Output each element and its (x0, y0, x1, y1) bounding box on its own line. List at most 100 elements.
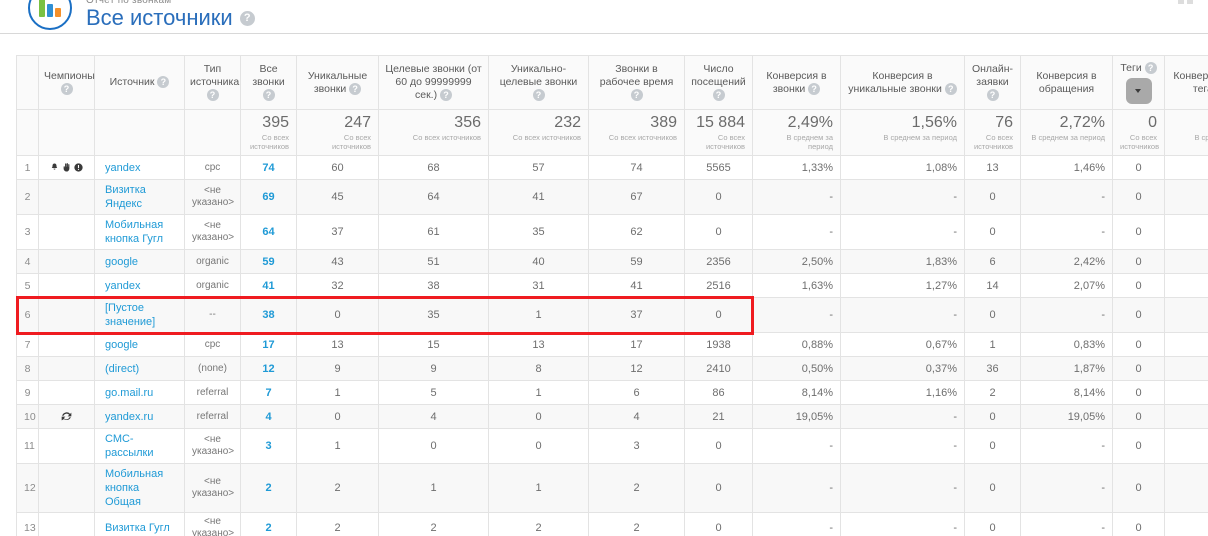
column-header-unique_calls[interactable]: Уникальные звонки ? (296, 55, 379, 110)
all-calls-link[interactable]: 41 (262, 279, 275, 292)
table-row[interactable]: 1 yandex cpc 74 60 68 57 74 5565 1,33% 1,08% 13 1,46… (16, 155, 1208, 180)
column-header-conv_tags[interactable]: Конверсия по тегам (1164, 55, 1208, 110)
all-calls-link[interactable]: 59 (262, 255, 275, 268)
column-header-online_requests[interactable]: Онлайн-заявки ? (964, 55, 1021, 110)
cell-all_calls[interactable]: 41 (240, 273, 297, 298)
help-icon[interactable]: ? (808, 82, 821, 95)
tags-filter-dropdown[interactable] (1125, 77, 1152, 104)
help-icon[interactable]: ? (206, 89, 219, 102)
cell-source[interactable]: Визитка Гугл (94, 512, 185, 536)
cell-source[interactable]: yandex.ru (94, 404, 185, 429)
table-row[interactable]: 7 google cpc 17 13 15 13 17 1938 0,88% 0,67% 1 0,83%… (16, 332, 1208, 357)
hand-icon[interactable] (62, 163, 71, 172)
help-icon[interactable]: ? (944, 82, 957, 95)
cell-all_calls[interactable]: 69 (240, 179, 297, 215)
help-icon[interactable]: ? (986, 89, 999, 102)
all-calls-link[interactable]: 69 (262, 191, 275, 203)
all-calls-link[interactable]: 38 (262, 309, 275, 321)
table-row[interactable]: 2 Визитка Яндекс <не указано> 69 45 64 41 67 0- -… (16, 179, 1208, 215)
help-icon[interactable]: ? (239, 10, 255, 26)
cell-all_calls[interactable]: 2 (240, 463, 297, 513)
source-link[interactable]: google (105, 255, 139, 268)
help-icon[interactable]: ? (532, 89, 545, 102)
help-icon[interactable]: ? (440, 89, 453, 102)
column-header-conv_requests[interactable]: Конверсия в обращения (1020, 55, 1113, 110)
column-header-target_calls[interactable]: Целевые звонки (от 60 до 99999999 сек.) … (378, 55, 489, 110)
all-calls-link[interactable]: 64 (262, 226, 275, 238)
column-header-champions[interactable]: Чемпионы ? (38, 55, 95, 110)
source-link[interactable]: google (105, 338, 139, 351)
cell-all_calls[interactable]: 59 (240, 249, 297, 274)
column-header-conv_unique_calls[interactable]: Конверсия в уникальные звонки ? (840, 55, 965, 110)
all-calls-link[interactable]: 3 (265, 440, 272, 452)
all-calls-link[interactable]: 2 (265, 482, 272, 494)
column-header-source[interactable]: Источник ? (94, 55, 185, 110)
cell-all_calls[interactable]: 64 (240, 214, 297, 250)
cell-all_calls[interactable]: 7 (240, 380, 297, 405)
table-row[interactable]: 9 go.mail.ru referral 7 1 5 1 6 86 8,14% 1,16% 2 8,1… (16, 380, 1208, 405)
source-link[interactable]: Мобильная кнопка Гугл (105, 219, 164, 245)
cell-all_calls[interactable]: 3 (240, 428, 297, 464)
column-header-all_calls[interactable]: Все звонки ? (240, 55, 297, 110)
all-calls-link[interactable]: 17 (262, 338, 275, 351)
cell-source[interactable]: (direct) (94, 356, 185, 381)
source-link[interactable]: yandex (105, 279, 141, 292)
cell-all_calls[interactable]: 17 (240, 332, 297, 357)
cell-all_calls[interactable]: 2 (240, 512, 297, 536)
help-icon[interactable]: ? (712, 89, 725, 102)
all-calls-link[interactable]: 4 (265, 410, 272, 423)
help-icon[interactable]: ? (157, 76, 170, 89)
help-icon[interactable]: ? (630, 89, 643, 102)
source-link[interactable]: [Пустое значение] (105, 302, 156, 328)
cell-source[interactable]: Мобильная кнопка Общая (94, 463, 185, 513)
column-header-source_type[interactable]: Тип источника ? (184, 55, 241, 110)
cell-source[interactable]: yandex (94, 273, 185, 298)
column-header-conv_calls[interactable]: Конверсия в звонки ? (752, 55, 841, 110)
refresh-icon[interactable] (61, 411, 72, 422)
cell-source[interactable]: [Пустое значение] (94, 297, 185, 333)
source-link[interactable]: (direct) (105, 362, 140, 375)
cell-source[interactable]: google (94, 332, 185, 357)
exclamation-icon[interactable] (74, 163, 83, 172)
source-link[interactable]: СМС-рассылки (105, 433, 154, 459)
cell-source[interactable]: Визитка Яндекс (94, 179, 185, 215)
table-row[interactable]: 5 yandex organic 41 32 38 31 41 2516 1,63% 1,27% 14… (16, 273, 1208, 298)
all-calls-link[interactable]: 7 (265, 386, 272, 399)
cell-source[interactable]: СМС-рассылки (94, 428, 185, 464)
source-link[interactable]: yandex (105, 161, 141, 174)
source-link[interactable]: Мобильная кнопка Общая (105, 468, 164, 508)
column-header-visits[interactable]: Число посещений ? (684, 55, 753, 110)
help-icon[interactable]: ? (262, 89, 275, 102)
column-header-unique_target_calls[interactable]: Уникально-целевые звонки ? (488, 55, 589, 110)
cell-source[interactable]: go.mail.ru (94, 380, 185, 405)
cell-all_calls[interactable]: 4 (240, 404, 297, 429)
table-row[interactable]: 3 Мобильная кнопка Гугл <не указано> 64 37 61… (16, 214, 1208, 250)
apps-grid-icon[interactable] (1177, 0, 1195, 6)
all-calls-link[interactable]: 74 (262, 161, 275, 174)
column-header-index[interactable] (16, 55, 39, 110)
table-row[interactable]: 10 yandex.ru referral 4 0 4 0 4 21 19,05% -0 19,05%… (16, 404, 1208, 429)
cell-source[interactable]: google (94, 249, 185, 274)
table-row[interactable]: 12 Мобильная кнопка Общая <не указано> 2 2 1 1… (16, 463, 1208, 513)
help-icon[interactable]: ? (349, 82, 362, 95)
cell-all_calls[interactable]: 38 (240, 297, 297, 333)
cell-source[interactable]: yandex (94, 155, 185, 180)
table-row[interactable]: 8 (direct) (none) 12 9 9 8 12 2410 0,50% 0,37% 36 1,… (16, 356, 1208, 381)
cell-all_calls[interactable]: 74 (240, 155, 297, 180)
cell-all_calls[interactable]: 12 (240, 356, 297, 381)
source-link[interactable]: go.mail.ru (105, 386, 154, 399)
column-header-work_time_calls[interactable]: Звонки в рабочее время ? (588, 55, 685, 110)
table-row[interactable]: 4 google organic 59 43 51 40 59 2356 2,50% 1,83% 6 2… (16, 249, 1208, 274)
all-calls-link[interactable]: 12 (262, 362, 275, 375)
all-calls-link[interactable]: 2 (265, 522, 272, 534)
source-link[interactable]: yandex.ru (105, 410, 154, 423)
source-link[interactable]: Визитка Гугл (105, 522, 170, 534)
help-icon[interactable]: ? (1144, 61, 1157, 74)
bell-icon[interactable] (50, 163, 59, 172)
source-link[interactable]: Визитка Яндекс (105, 184, 146, 210)
cell-source[interactable]: Мобильная кнопка Гугл (94, 214, 185, 250)
column-header-tags[interactable]: Теги ? (1112, 55, 1165, 110)
